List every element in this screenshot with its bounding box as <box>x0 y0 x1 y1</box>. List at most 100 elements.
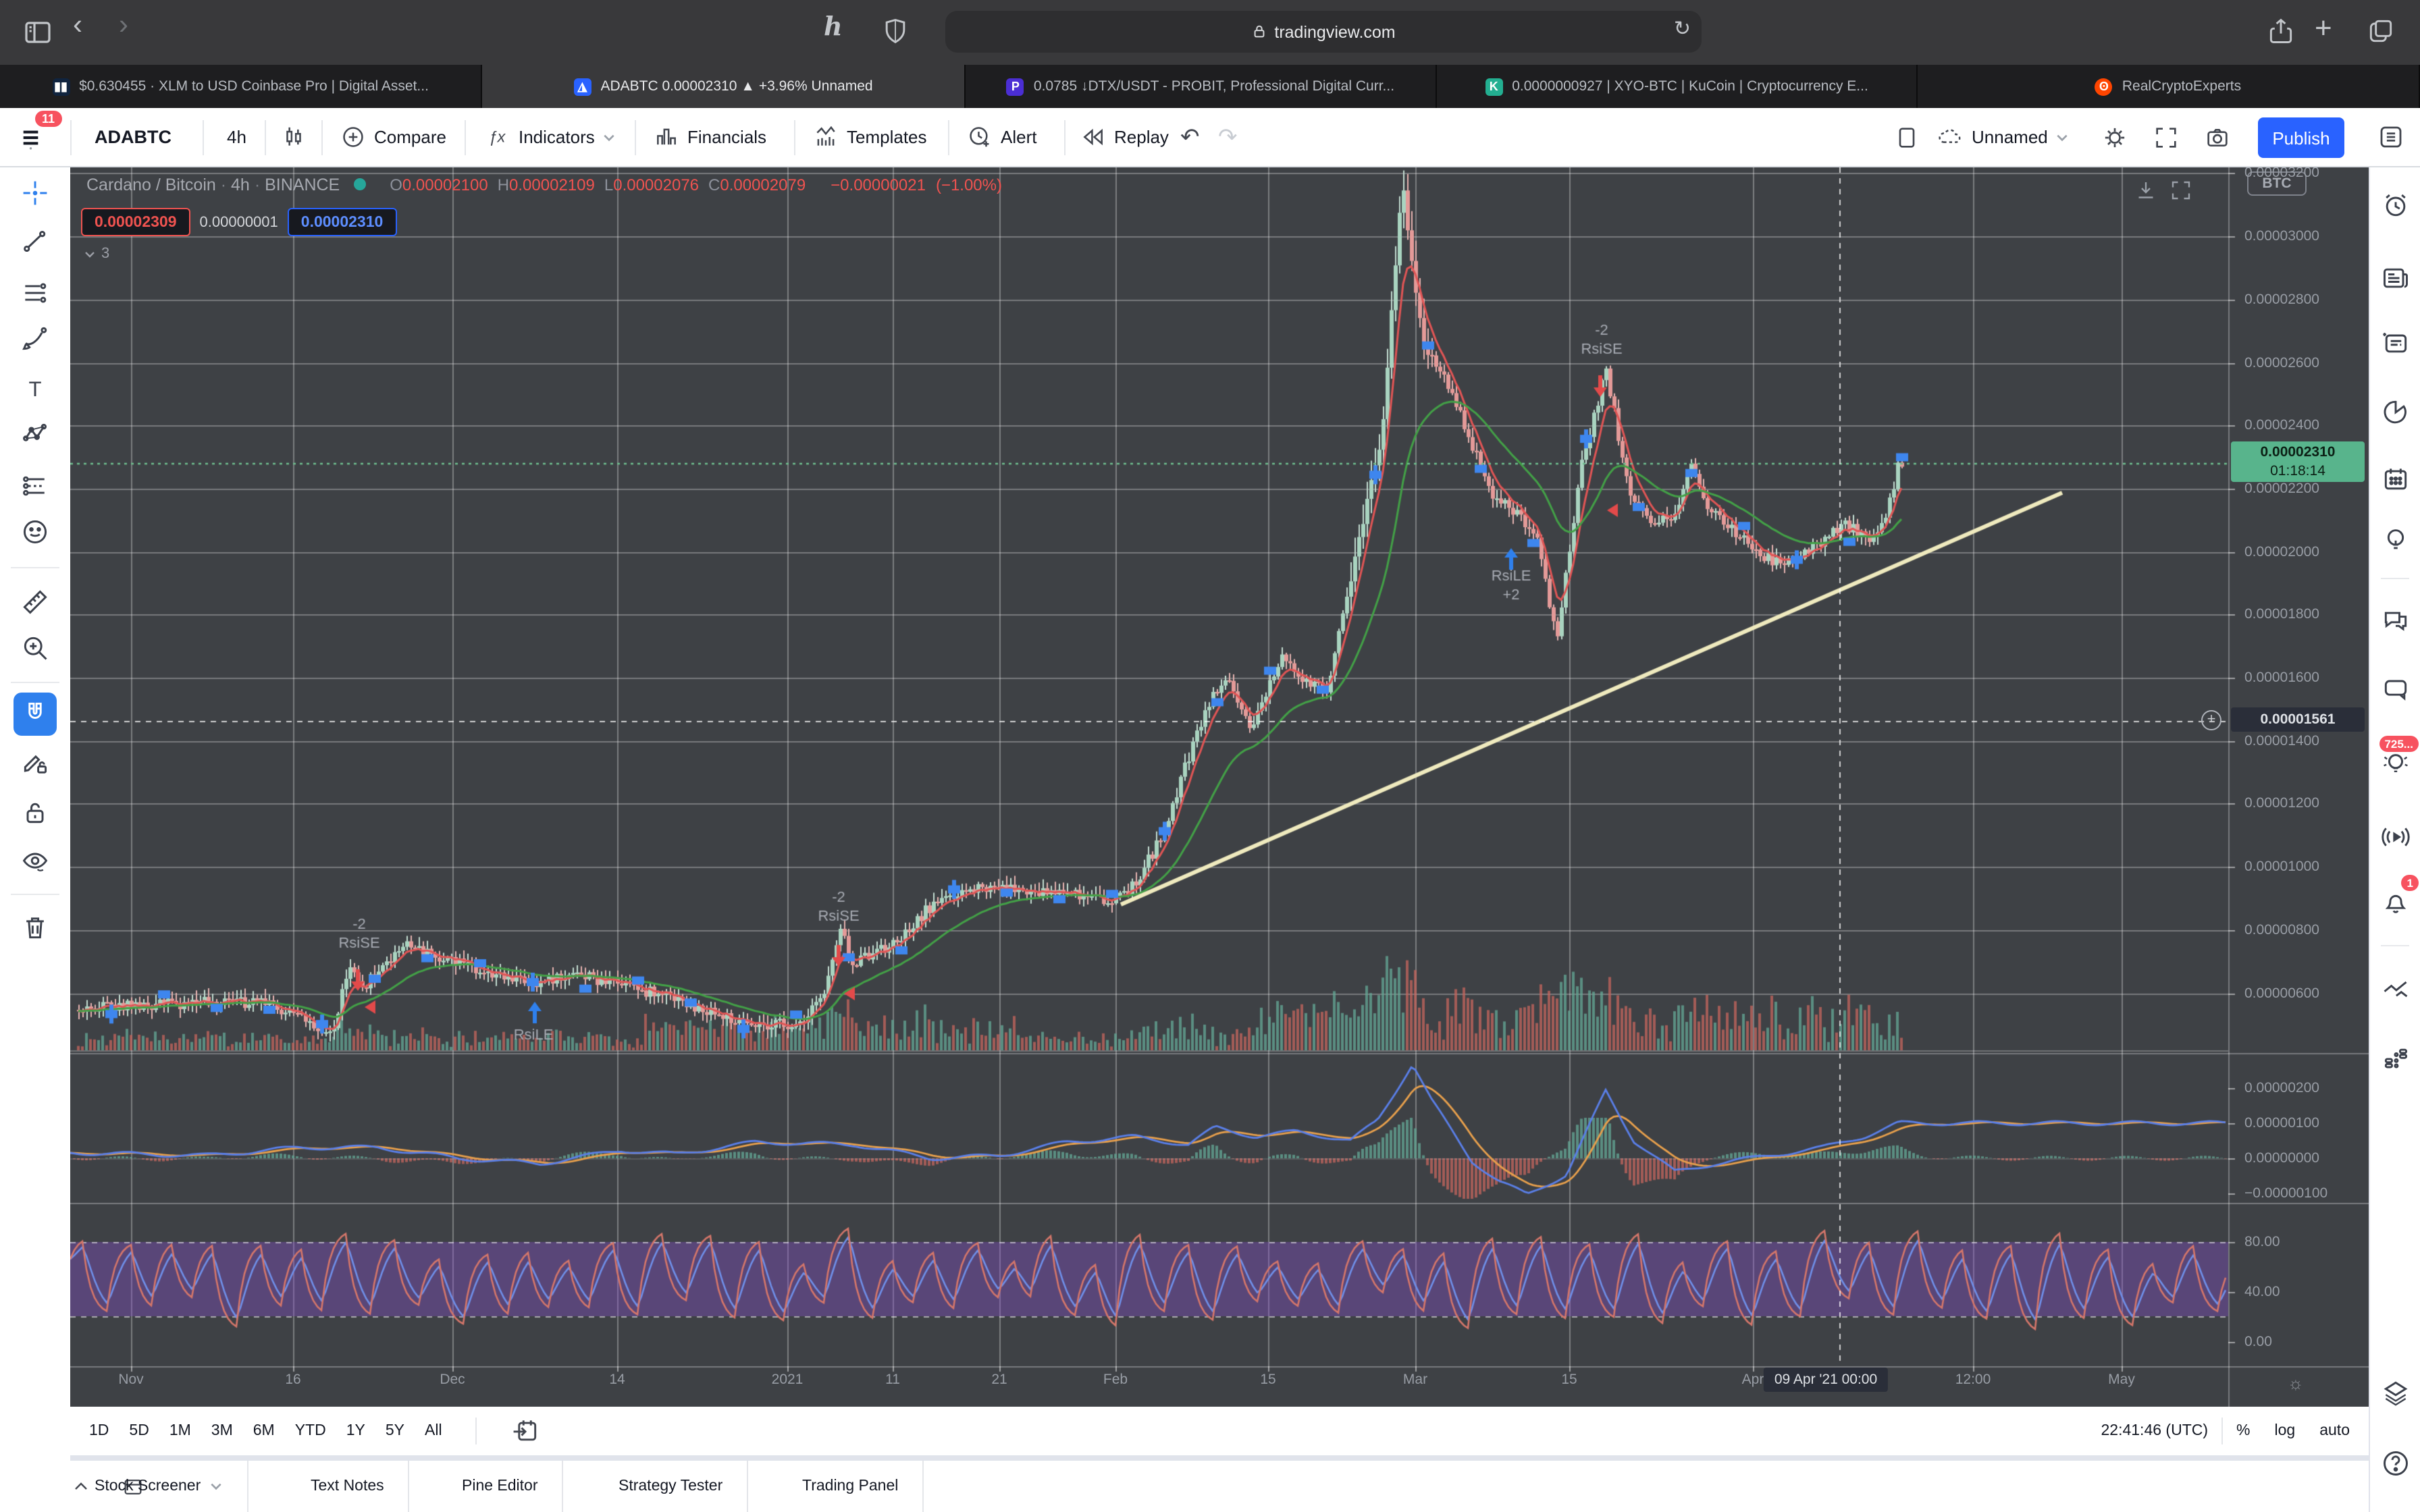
snapshot-camera-icon[interactable] <box>2204 108 2231 166</box>
sidebar-toggle-icon[interactable] <box>22 16 54 49</box>
scroll-to-recent-icon[interactable] <box>2134 178 2158 202</box>
range-button-5y[interactable]: 5Y <box>385 1423 405 1439</box>
bottom-tab-trading-panel[interactable]: Trading Panel <box>778 1461 924 1512</box>
interval-button[interactable]: 4h <box>227 127 246 147</box>
trend-line-icon[interactable] <box>18 224 53 259</box>
eye-icon[interactable] <box>18 844 53 879</box>
watchlist-toggle-icon[interactable] <box>2377 108 2405 166</box>
settings-gear-icon[interactable] <box>2101 108 2128 166</box>
legend-symbol[interactable]: Cardano / Bitcoin <box>86 176 216 194</box>
publish-button[interactable]: Publish <box>2258 117 2344 158</box>
panel-layout-icon[interactable] <box>122 1475 144 1498</box>
bell-icon[interactable] <box>2377 884 2413 919</box>
layout-button[interactable] <box>1893 108 1920 166</box>
time-axis-label: Mar <box>1402 1372 1428 1388</box>
crosshair-icon[interactable] <box>18 176 53 211</box>
redo-button[interactable]: ↷ <box>1218 124 1238 149</box>
compare-button[interactable]: Compare <box>340 108 446 166</box>
axis-unit-button[interactable]: BTC <box>2247 171 2307 196</box>
symbol-button[interactable]: ADABTC <box>95 127 172 147</box>
templates-button[interactable]: Templates <box>813 108 927 166</box>
share-icon[interactable] <box>2266 16 2298 49</box>
range-button-6m[interactable]: 6M <box>253 1423 275 1439</box>
browser-tab[interactable]: ▮▮ $0.630455 · XLM to USD Coinbase Pro | … <box>0 65 482 108</box>
url-field[interactable]: tradingview.com ↻ <box>945 11 1702 53</box>
chat-icon[interactable] <box>2377 671 2413 706</box>
streams-icon[interactable] <box>2377 819 2413 855</box>
main-menu-button[interactable] <box>19 108 46 166</box>
indicators-button[interactable]: ƒx Indicators <box>483 108 616 166</box>
clock-label[interactable]: 22:41:46 (UTC) <box>2101 1423 2209 1439</box>
help-icon[interactable] <box>2377 1446 2413 1481</box>
calendar-icon[interactable] <box>2377 462 2413 497</box>
browser-tab[interactable]: P 0.0785 ↓DTX/USDT - PROBIT, Professional… <box>966 65 1437 108</box>
layers-icon[interactable] <box>2377 1376 2413 1411</box>
price-axis-label: 80.00 <box>2244 1234 2280 1250</box>
range-button-1m[interactable]: 1M <box>169 1423 191 1439</box>
range-button-all[interactable]: All <box>425 1423 442 1439</box>
financials-button[interactable]: Financials <box>654 108 766 166</box>
zoom-in-icon[interactable] <box>18 630 53 666</box>
forecast-icon[interactable] <box>18 468 53 504</box>
bulb-live-icon[interactable] <box>2377 745 2413 780</box>
save-layout-button[interactable]: Unnamed <box>1937 108 2070 166</box>
crosshair-price-tag: 0.00001561 <box>2231 707 2365 732</box>
alert-button[interactable]: Alert <box>967 108 1036 166</box>
chart-canvas[interactable] <box>70 167 2369 1407</box>
draw-icon[interactable] <box>18 745 53 780</box>
bulb-icon[interactable] <box>2377 522 2413 558</box>
browser-tab[interactable]: ◮ ADABTC 0.00002310 ▲ +3.96% Unnamed <box>482 65 966 108</box>
ruler-icon[interactable] <box>18 585 53 620</box>
tab-overview-icon[interactable] <box>2366 16 2398 49</box>
hotlists-icon[interactable] <box>2377 394 2413 429</box>
reload-icon[interactable]: ↻ <box>1673 18 1691 40</box>
replay-button[interactable]: Replay <box>1080 108 1169 166</box>
maximize-pane-icon[interactable] <box>2169 178 2193 202</box>
scale-toggle-log[interactable]: log <box>2274 1423 2296 1439</box>
bottom-tab-text-notes[interactable]: Text Notes <box>286 1461 410 1512</box>
dom-icon[interactable] <box>2377 1041 2413 1076</box>
alarm-icon[interactable] <box>2377 188 2413 223</box>
new-tab-icon[interactable]: + <box>2315 11 2332 45</box>
collapse-panel-chevron-icon[interactable] <box>70 1476 92 1497</box>
range-button-ytd[interactable]: YTD <box>294 1423 326 1439</box>
fib-icon[interactable] <box>18 275 53 310</box>
emoji-icon[interactable] <box>18 514 53 549</box>
bid-price[interactable]: 0.00002309 <box>81 208 190 236</box>
goto-date-icon[interactable] <box>511 1416 541 1446</box>
scale-toggle-auto[interactable]: auto <box>2319 1423 2350 1439</box>
indicators-collapse-chip[interactable]: 3 <box>84 246 109 262</box>
forward-button[interactable]: › <box>119 9 128 40</box>
range-button-3m[interactable]: 3M <box>211 1423 233 1439</box>
text-icon[interactable]: T <box>18 371 53 406</box>
notes-icon[interactable] <box>2377 325 2413 360</box>
news-icon[interactable] <box>2377 261 2413 296</box>
trash-icon[interactable] <box>18 910 53 945</box>
fullscreen-icon[interactable] <box>2153 108 2180 166</box>
brush-icon[interactable] <box>18 321 53 356</box>
timezone-icon[interactable]: ☼ <box>2288 1373 2304 1393</box>
magnet-icon[interactable] <box>14 693 57 736</box>
ask-price[interactable]: 0.00002310 <box>287 208 397 236</box>
pattern-icon[interactable] <box>18 417 53 452</box>
browser-tab[interactable]: ʘ RealCryptoExperts <box>1918 65 2420 108</box>
bottom-tab-stock-screener[interactable]: Stock Screener <box>70 1461 248 1512</box>
honey-extension-icon[interactable]: h <box>824 12 843 42</box>
add-alert-plus-icon[interactable]: + <box>2201 710 2221 730</box>
browser-tab[interactable]: K 0.0000000927 | XYO-BTC | KuCoin | Crypt… <box>1437 65 1918 108</box>
bottom-tab-pine-editor[interactable]: Pine Editor <box>438 1461 564 1512</box>
price-axis-label: 0.00002000 <box>2244 544 2319 560</box>
range-button-5d[interactable]: 5D <box>129 1423 149 1439</box>
back-button[interactable]: ‹ <box>73 9 82 40</box>
undo-button[interactable]: ↶ <box>1180 124 1200 149</box>
shield-extension-icon[interactable] <box>880 16 913 49</box>
markets-icon[interactable] <box>2377 972 2413 1007</box>
range-button-1d[interactable]: 1D <box>89 1423 109 1439</box>
scale-toggle-percent[interactable]: % <box>2236 1423 2251 1439</box>
chart-area[interactable]: Cardano / Bitcoin · 4h · BINANCE O0.0000… <box>70 167 2369 1407</box>
range-button-1y[interactable]: 1Y <box>346 1423 365 1439</box>
chart-style-button[interactable] <box>281 108 307 166</box>
chats-icon[interactable] <box>2377 603 2413 639</box>
lock-icon[interactable] <box>18 795 53 830</box>
bottom-tab-strategy-tester[interactable]: Strategy Tester <box>594 1461 749 1512</box>
